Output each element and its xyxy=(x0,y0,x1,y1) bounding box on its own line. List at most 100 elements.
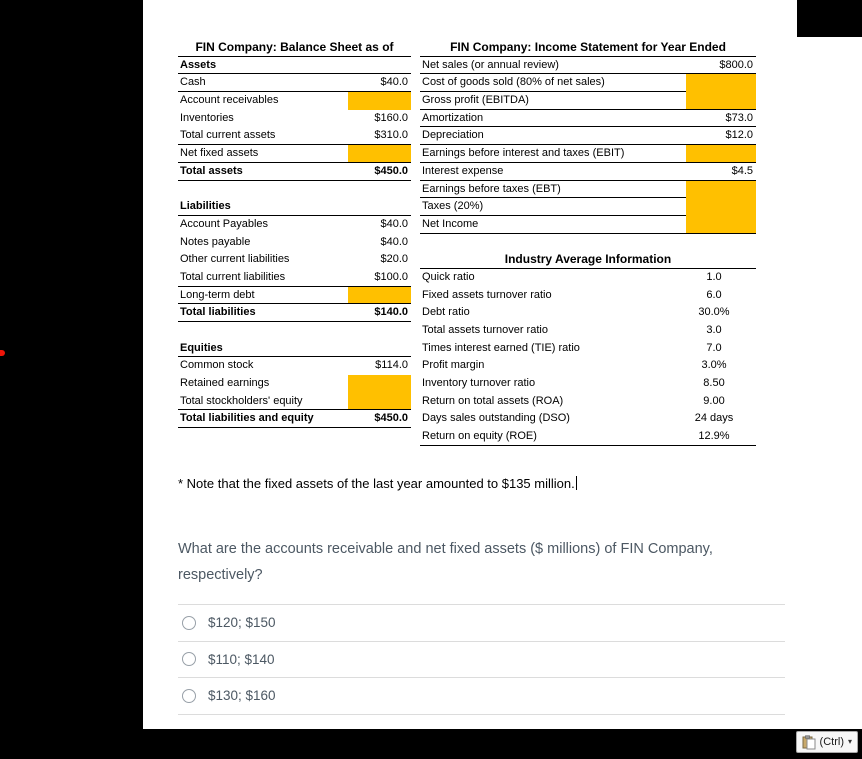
table-row: Earnings before taxes (EBT) xyxy=(420,180,756,199)
table-row: Times interest earned (TIE) ratio 7.0 xyxy=(420,340,756,358)
highlighted-blank-cell xyxy=(348,392,411,410)
row-value: 30.0% xyxy=(698,306,730,319)
row-value: 24 days xyxy=(694,412,734,425)
row-label: Total liabilities xyxy=(180,306,256,319)
row-value: $20.0 xyxy=(380,253,408,266)
table-row: Account Payables $40.0 xyxy=(178,216,411,234)
paste-button-label: (Ctrl) xyxy=(819,736,844,748)
radio-button-icon[interactable] xyxy=(182,615,196,630)
table-row: Return on equity (ROE) 12.9% xyxy=(420,428,756,446)
table-row: Net Income xyxy=(420,215,756,234)
row-label: Return on total assets (ROA) xyxy=(422,394,564,407)
table-row: Cost of goods sold (80% of net sales) xyxy=(420,74,756,93)
row-value: $40.0 xyxy=(380,235,408,248)
paste-options-button[interactable]: (Ctrl) ▾ xyxy=(795,731,858,753)
table-row: Total current liabilities $100.0 xyxy=(178,269,411,287)
highlighted-blank-cell xyxy=(348,145,411,162)
table-row: Taxes (20%) xyxy=(420,198,756,216)
table-row: Total assets $450.0 xyxy=(178,163,411,181)
table-row: Interest expense $4.5 xyxy=(420,163,756,181)
row-value: $450.0 xyxy=(374,412,408,425)
highlighted-blank-cell xyxy=(686,74,756,93)
row-value: $12.0 xyxy=(725,129,753,142)
answer-option-1[interactable]: $120; $150 xyxy=(178,604,785,641)
row-label: Account receivables xyxy=(180,94,279,107)
table-row: Net sales (or annual review) $800.0 xyxy=(420,57,756,75)
row-label: Fixed assets turnover ratio xyxy=(422,288,552,301)
row-label: Account Payables xyxy=(180,217,269,230)
row-label: Earnings before taxes (EBT) xyxy=(420,181,686,199)
option-label: $120; $150 xyxy=(208,615,276,631)
row-label: Net sales (or annual review) xyxy=(422,58,559,71)
row-value: $140.0 xyxy=(374,306,408,319)
table-row: Retained earnings xyxy=(178,375,411,393)
row-value: 3.0% xyxy=(701,359,727,372)
row-value: 7.0 xyxy=(706,341,722,354)
row-value: 12.9% xyxy=(698,430,730,443)
table-row: Inventory turnover ratio 8.50 xyxy=(420,375,756,393)
row-label: Debt ratio xyxy=(422,306,470,319)
row-label: Total liabilities and equity xyxy=(180,412,314,425)
answer-option-2[interactable]: $110; $140 xyxy=(178,640,785,678)
row-label: Net Income xyxy=(422,217,479,230)
table-row: Total current assets $310.0 xyxy=(178,127,411,146)
bottom-black-bar xyxy=(0,729,862,759)
row-label: Notes payable xyxy=(180,235,251,248)
option-label: $130; $160 xyxy=(208,688,276,704)
table-row: Quick ratio 1.0 xyxy=(420,269,756,287)
row-value: 3.0 xyxy=(706,324,722,336)
row-label: Total assets turnover ratio xyxy=(422,324,548,336)
spacer-row xyxy=(178,181,411,199)
table-row: Return on total assets (ROA) 9.00 xyxy=(420,393,756,411)
table-row: Long-term debt xyxy=(178,286,411,305)
row-label: Inventory turnover ratio xyxy=(422,377,536,390)
table-row: Account receivables xyxy=(178,92,411,110)
income-statement-table: FIN Company: Income Statement for Year E… xyxy=(420,39,756,446)
row-label: Amortization xyxy=(422,111,484,124)
table-row: Common stock $114.0 xyxy=(178,357,411,375)
table-title-text: Industry Average Information xyxy=(504,252,672,267)
radio-button-icon[interactable] xyxy=(182,652,196,667)
table-row: Amortization $73.0 xyxy=(420,110,756,128)
row-label: Total assets xyxy=(180,164,243,177)
table-title-text: FIN Company: Balance Sheet as of xyxy=(195,40,394,54)
table-row: Gross profit (EBITDA) xyxy=(420,92,756,110)
table-row: Equities xyxy=(178,340,411,358)
row-value: $73.0 xyxy=(725,111,753,124)
radio-button-icon[interactable] xyxy=(182,688,196,703)
table-row: Total assets turnover ratio 3.0 xyxy=(420,322,756,340)
document-page xyxy=(143,0,862,729)
row-value: $4.5 xyxy=(731,164,753,177)
highlighted-blank-cell xyxy=(348,375,411,393)
section-header: Equities xyxy=(180,341,223,354)
clipboard-paste-icon xyxy=(802,734,816,749)
row-label: Total stockholders' equity xyxy=(180,394,303,407)
industry-average-title: Industry Average Information xyxy=(420,251,756,269)
row-label: Quick ratio xyxy=(422,270,475,283)
row-label: Earnings before interest and taxes (EBIT… xyxy=(422,147,625,160)
section-header: Assets xyxy=(180,58,217,71)
table-row: Depreciation $12.0 xyxy=(420,127,756,146)
row-label: Taxes (20%) xyxy=(420,198,686,216)
option-label: $110; $140 xyxy=(208,651,275,667)
table-row: Assets xyxy=(178,57,411,75)
table-row: Total liabilities and equity $450.0 xyxy=(178,410,411,429)
row-label: Long-term debt xyxy=(180,288,255,301)
note-text[interactable]: * Note that the fixed assets of the last… xyxy=(178,476,577,491)
table-row: Fixed assets turnover ratio 6.0 xyxy=(420,287,756,305)
table-row: Total stockholders' equity xyxy=(178,392,411,411)
answer-option-3[interactable]: $130; $160 xyxy=(178,677,785,714)
note-text-content: * Note that the fixed assets of the last… xyxy=(178,476,575,491)
row-value: $100.0 xyxy=(374,270,408,283)
row-value: 6.0 xyxy=(706,288,722,301)
dropdown-arrow-icon: ▾ xyxy=(847,737,852,746)
row-value: $310.0 xyxy=(374,129,408,142)
question-text: What are the accounts receivable and net… xyxy=(178,541,713,583)
row-label: Depreciation xyxy=(422,129,484,142)
highlighted-blank-cell xyxy=(686,145,756,162)
row-label: Retained earnings xyxy=(180,377,270,390)
red-marker-dot xyxy=(0,350,5,356)
table-title-text: FIN Company: Income Statement for Year E… xyxy=(450,40,726,54)
row-label: Cash xyxy=(180,76,206,89)
row-label: Inventories xyxy=(180,111,234,124)
